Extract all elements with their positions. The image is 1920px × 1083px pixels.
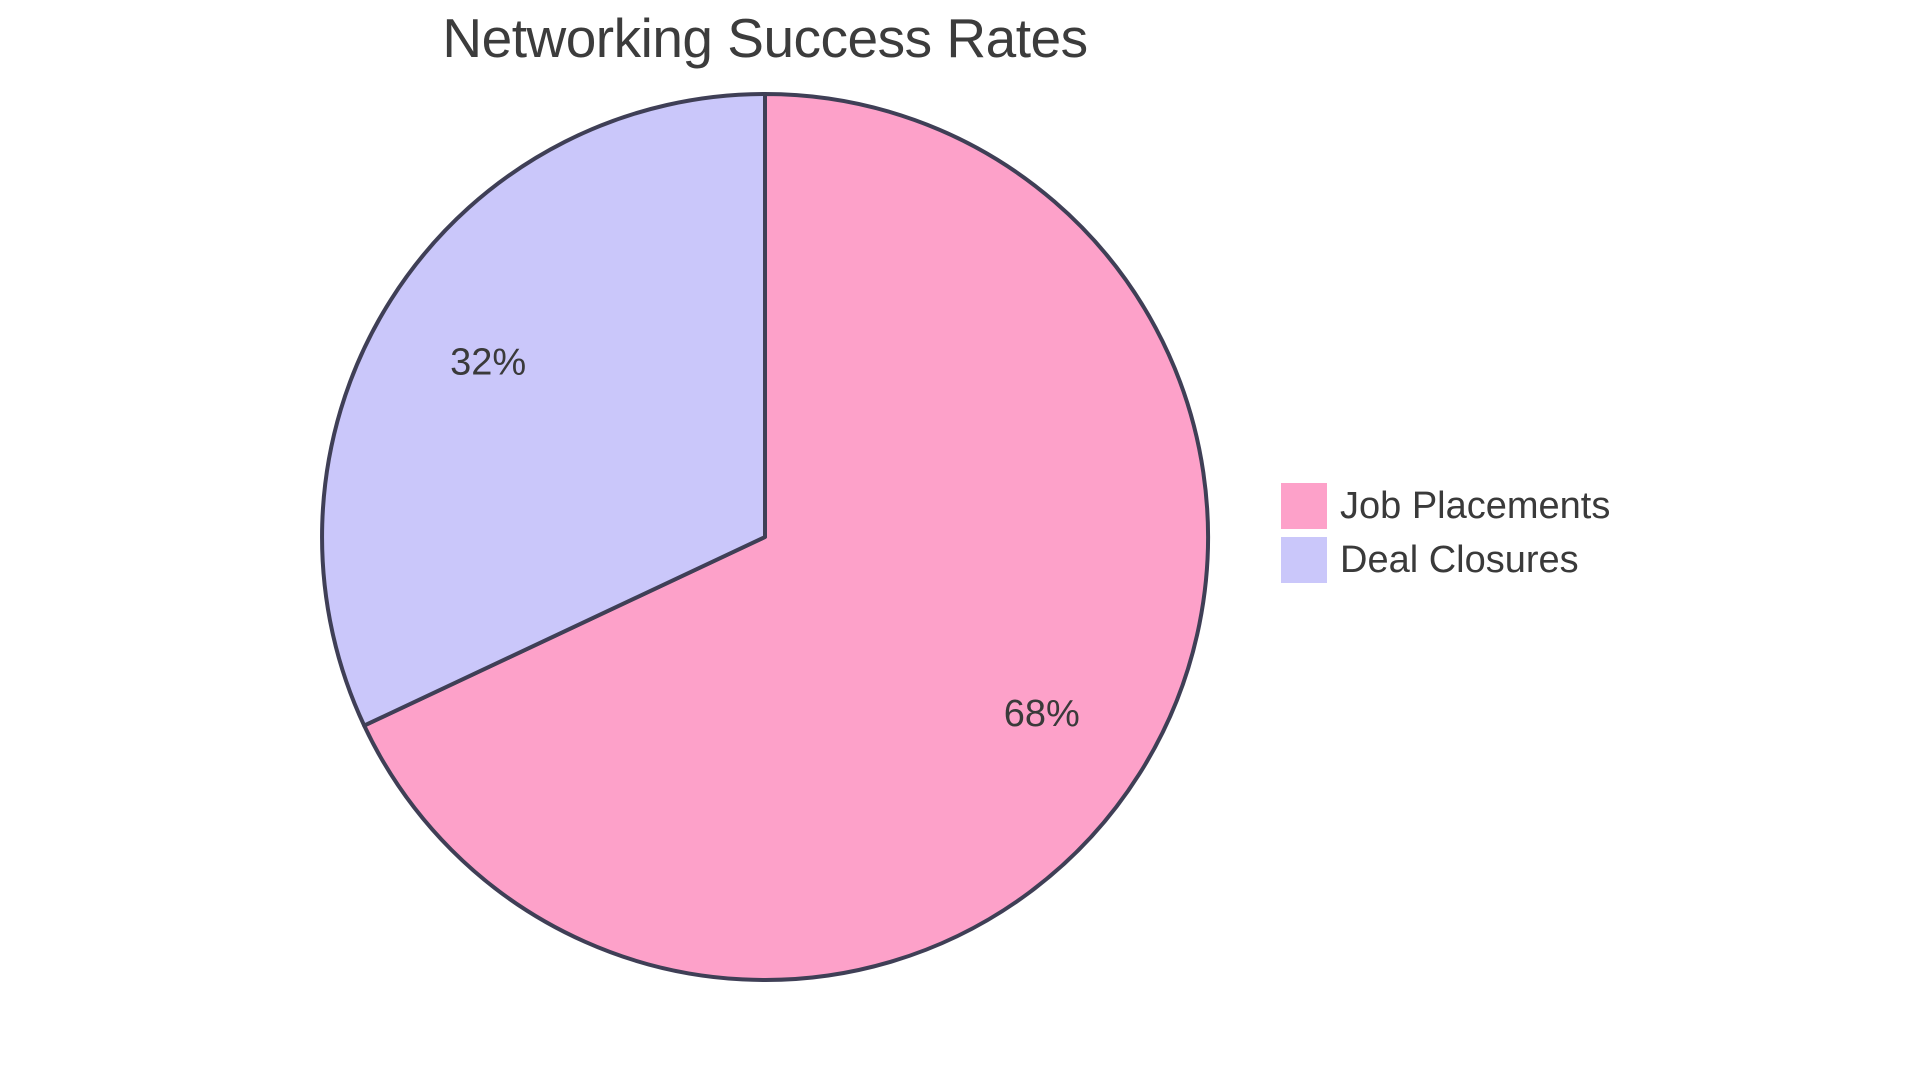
legend-label-job-placements: Job Placements [1340, 485, 1611, 527]
legend-swatch-job-placements [1281, 483, 1327, 529]
slice-percent-label: 32% [450, 342, 526, 384]
legend: Job Placements Deal Closures [1281, 483, 1610, 583]
legend-item-job-placements: Job Placements [1281, 483, 1610, 529]
pie-slice-job-placements [362, 92, 1211, 982]
legend-swatch-deal-closures [1281, 537, 1327, 583]
legend-item-deal-closures: Deal Closures [1281, 537, 1610, 583]
legend-label-deal-closures: Deal Closures [1340, 539, 1579, 581]
chart-title: Networking Success Rates [442, 7, 1088, 69]
pie-slice-deal-closures [320, 92, 767, 728]
slice-percent-label: 68% [1004, 693, 1080, 735]
